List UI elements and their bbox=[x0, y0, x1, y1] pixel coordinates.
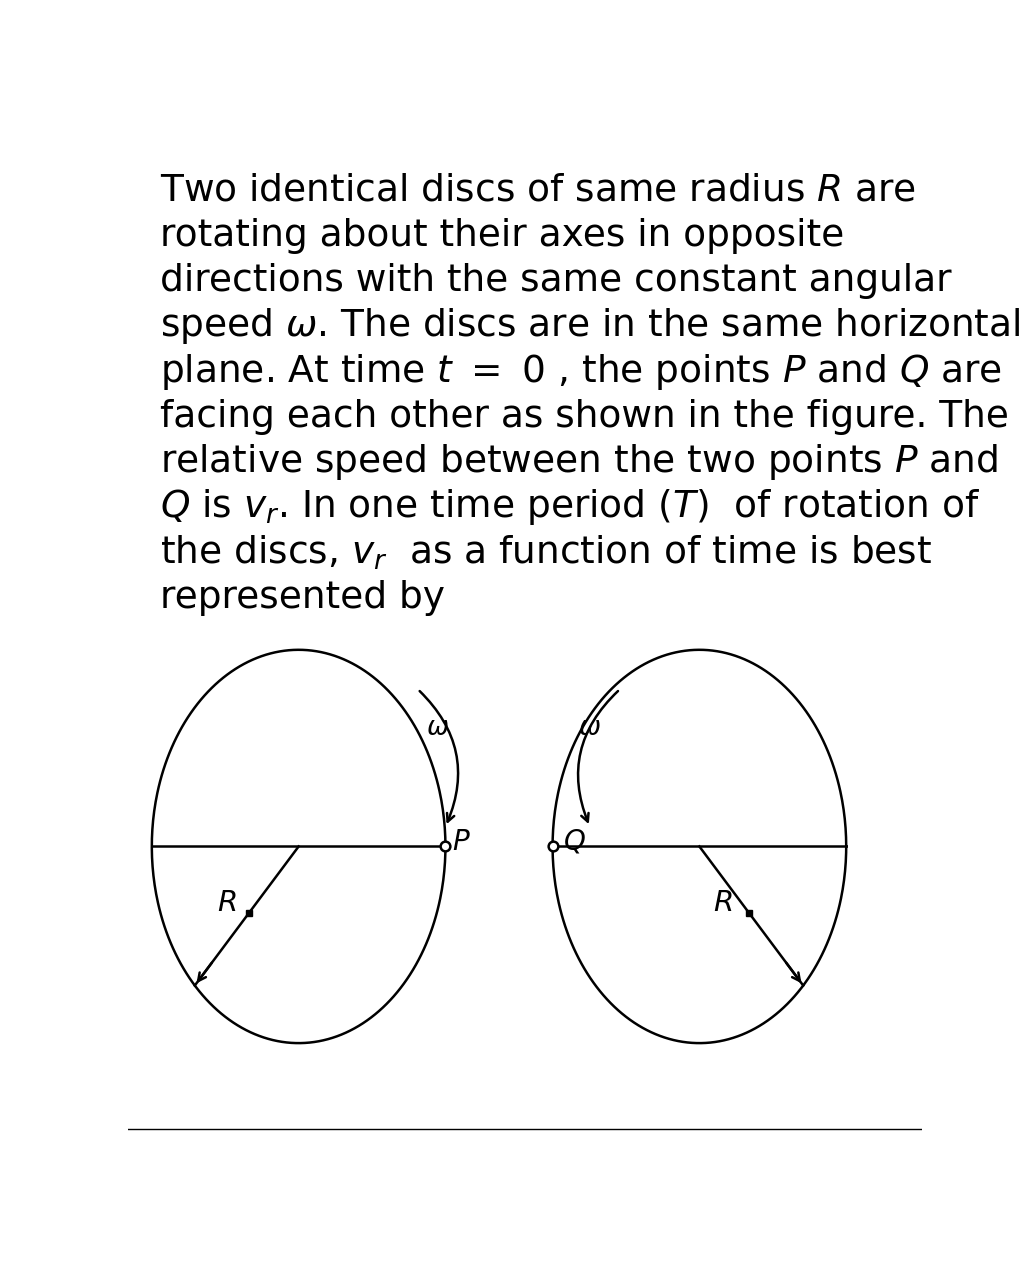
Text: Two identical discs of same radius $R$ are: Two identical discs of same radius $R$ a… bbox=[160, 172, 915, 208]
Text: rotating about their axes in opposite: rotating about their axes in opposite bbox=[160, 218, 844, 254]
Text: relative speed between the two points $P$ and: relative speed between the two points $P… bbox=[160, 442, 997, 481]
Text: $Q$: $Q$ bbox=[562, 827, 586, 856]
Text: facing each other as shown in the figure. The: facing each other as shown in the figure… bbox=[160, 398, 1009, 434]
Text: $R$: $R$ bbox=[714, 889, 733, 917]
Text: $P$: $P$ bbox=[452, 827, 471, 856]
Text: plane. At time $t\ =\ 0$ , the points $P$ and $Q$ are: plane. At time $t\ =\ 0$ , the points $P… bbox=[160, 351, 1001, 392]
Text: represented by: represented by bbox=[160, 580, 444, 616]
Text: speed $\omega$. The discs are in the same horizontal: speed $\omega$. The discs are in the sam… bbox=[160, 306, 1020, 346]
Text: the discs, $v_r$  as a function of time is best: the discs, $v_r$ as a function of time i… bbox=[160, 534, 932, 572]
Text: directions with the same constant angular: directions with the same constant angula… bbox=[160, 263, 951, 299]
Text: $Q$ is $v_r$. In one time period $(T)$  of rotation of: $Q$ is $v_r$. In one time period $(T)$ o… bbox=[160, 488, 980, 527]
Text: $R$: $R$ bbox=[217, 889, 237, 917]
Text: $\omega$: $\omega$ bbox=[579, 715, 601, 742]
Text: $\omega$: $\omega$ bbox=[426, 715, 449, 742]
